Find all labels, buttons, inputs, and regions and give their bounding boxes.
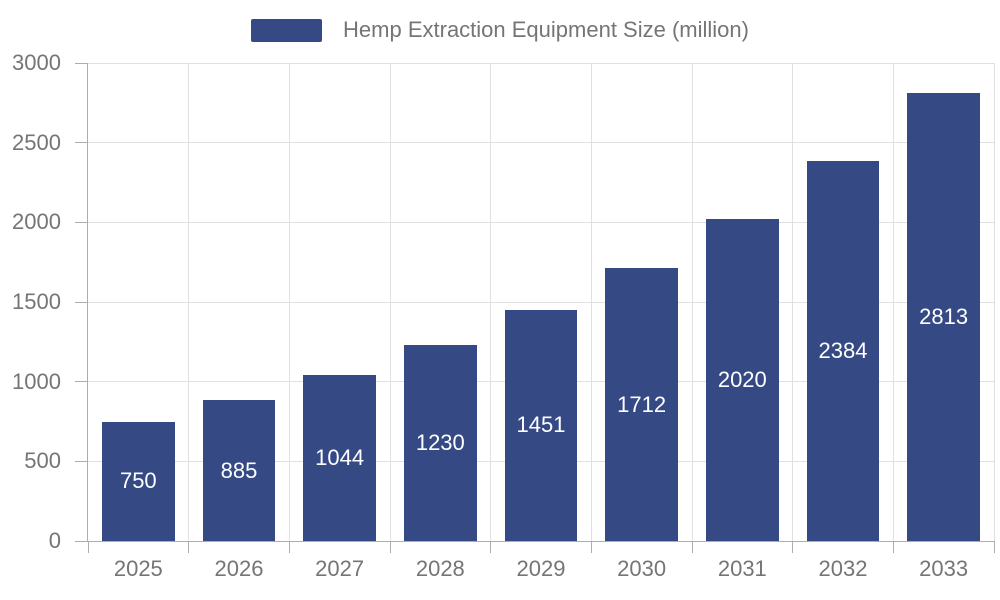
y-gridline [88, 301, 994, 303]
x-axis-tick [389, 541, 391, 553]
y-tick-label: 2000 [12, 209, 61, 235]
x-tick-label: 2033 [919, 556, 969, 581]
bar-value-label: 1712 [617, 391, 667, 417]
x-tick-label: 2031 [717, 556, 767, 581]
x-axis-tick [288, 541, 290, 553]
bar: 885 [202, 400, 276, 541]
x-axis-tick [490, 541, 492, 553]
x-tick-label: 2025 [113, 556, 163, 581]
legend-label: Hemp Extraction Equipment Size (million) [343, 17, 749, 42]
bar-value-label: 2813 [919, 303, 969, 329]
bar-value-label: 750 [119, 468, 157, 494]
x-tick-label: 2027 [315, 556, 365, 581]
x-gridline [490, 63, 492, 541]
bar-value-label: 2020 [717, 367, 767, 393]
y-axis-tick [75, 540, 87, 542]
y-axis-tick [75, 221, 87, 223]
y-axis-tick [75, 142, 87, 144]
y-tick-label: 1000 [12, 368, 61, 394]
x-tick-label: 2026 [214, 556, 264, 581]
x-axis-tick [993, 541, 995, 553]
bar: 1044 [303, 374, 377, 541]
y-axis-tick [75, 460, 87, 462]
y-gridline [88, 62, 994, 64]
bar: 750 [101, 421, 175, 541]
x-tick-label: 2030 [617, 556, 667, 581]
y-tick-label: 2500 [12, 129, 61, 155]
bar-value-label: 2384 [818, 338, 868, 364]
legend-item[interactable]: Hemp Extraction Equipment Size (million) [0, 17, 1000, 43]
bar: 1230 [403, 345, 477, 541]
x-axis-tick [792, 541, 794, 553]
y-axis-tick [75, 62, 87, 64]
x-tick-label: 2029 [516, 556, 566, 581]
x-axis-tick [188, 541, 190, 553]
y-axis-line [87, 63, 88, 541]
bar: 1712 [605, 268, 679, 541]
y-gridline [88, 221, 994, 223]
y-tick-label: 3000 [12, 50, 61, 75]
bar: 2020 [705, 219, 779, 541]
plot-area: 0 500 1000 1500 2000 2500 3000 2025 2026 2027 2028… [12, 50, 995, 581]
x-gridline [590, 63, 592, 541]
x-axis-tick [87, 541, 89, 553]
x-gridline [993, 63, 995, 541]
bar-value-label: 1451 [516, 412, 566, 438]
x-gridline [892, 63, 894, 541]
x-gridline [188, 63, 190, 541]
x-axis-tick [590, 541, 592, 553]
x-tick-label: 2032 [818, 556, 868, 581]
x-tick-label: 2028 [415, 556, 465, 581]
x-gridline [389, 63, 391, 541]
x-axis-tick [892, 541, 894, 553]
y-gridline [88, 142, 994, 144]
legend-swatch [251, 18, 323, 42]
x-gridline [691, 63, 693, 541]
bar: 1451 [504, 309, 578, 541]
y-tick-label: 500 [24, 448, 61, 474]
y-axis-tick [75, 301, 87, 303]
bar-value-label: 1044 [315, 444, 365, 470]
y-tick-label: 0 [48, 528, 61, 553]
x-axis-line [87, 541, 994, 542]
y-tick-label: 1500 [12, 289, 61, 314]
x-gridline [288, 63, 290, 541]
x-gridline [792, 63, 794, 541]
y-axis-tick [75, 381, 87, 383]
bar-value-label: 885 [220, 457, 258, 483]
x-axis-tick [691, 541, 693, 553]
bar: 2813 [907, 92, 981, 541]
bar-value-label: 1230 [415, 430, 465, 456]
bar: 2384 [806, 161, 880, 541]
